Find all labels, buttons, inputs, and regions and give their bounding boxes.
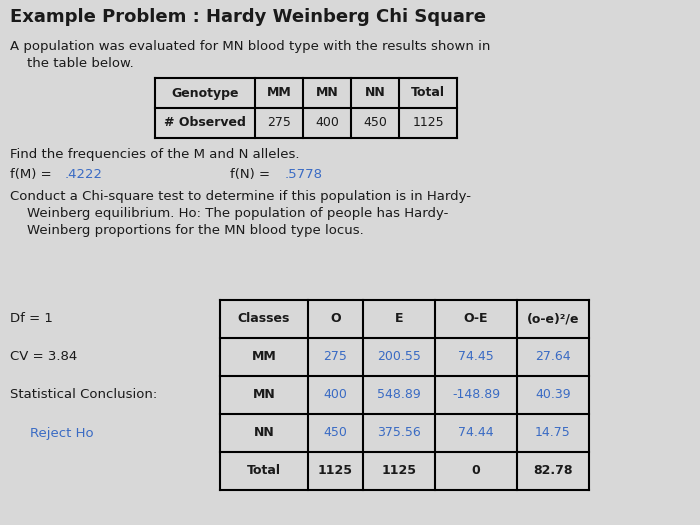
Text: Example Problem : Hardy Weinberg Chi Square: Example Problem : Hardy Weinberg Chi Squ… [10, 8, 486, 26]
Text: 450: 450 [323, 426, 347, 439]
Text: -148.89: -148.89 [452, 388, 500, 402]
Text: Total: Total [411, 87, 445, 100]
Text: Weinberg proportions for the MN blood type locus.: Weinberg proportions for the MN blood ty… [10, 224, 364, 237]
Text: 82.78: 82.78 [533, 465, 573, 478]
Text: 40.39: 40.39 [536, 388, 570, 402]
Text: 548.89: 548.89 [377, 388, 421, 402]
Text: 27.64: 27.64 [536, 351, 570, 363]
Text: O: O [330, 312, 341, 326]
Text: f(N) =: f(N) = [230, 168, 274, 181]
Text: 1125: 1125 [412, 117, 444, 130]
Text: 450: 450 [363, 117, 387, 130]
Text: 74.44: 74.44 [458, 426, 493, 439]
Text: # Observed: # Observed [164, 117, 246, 130]
Text: the table below.: the table below. [10, 57, 134, 70]
Text: 400: 400 [315, 117, 339, 130]
Text: O-E: O-E [463, 312, 489, 326]
Text: A population was evaluated for MN blood type with the results shown in: A population was evaluated for MN blood … [10, 40, 491, 53]
Text: MM: MM [251, 351, 276, 363]
Text: f(M) =: f(M) = [10, 168, 56, 181]
Text: 275: 275 [267, 117, 291, 130]
Text: 400: 400 [323, 388, 347, 402]
Text: Classes: Classes [238, 312, 290, 326]
Text: CV = 3.84: CV = 3.84 [10, 351, 77, 363]
Text: Genotype: Genotype [172, 87, 239, 100]
Text: MN: MN [253, 388, 275, 402]
Text: 200.55: 200.55 [377, 351, 421, 363]
Text: 1125: 1125 [318, 465, 353, 478]
Text: 375.56: 375.56 [377, 426, 421, 439]
Text: (o-e)²/e: (o-e)²/e [526, 312, 580, 326]
Text: 74.45: 74.45 [458, 351, 494, 363]
Text: Df = 1: Df = 1 [10, 312, 53, 326]
Text: E: E [395, 312, 403, 326]
Text: Statistical Conclusion:: Statistical Conclusion: [10, 388, 158, 402]
Text: Reject Ho: Reject Ho [30, 426, 94, 439]
Text: Find the frequencies of the M and N alleles.: Find the frequencies of the M and N alle… [10, 148, 300, 161]
Text: .5778: .5778 [285, 168, 323, 181]
Text: 0: 0 [472, 465, 480, 478]
Text: MM: MM [267, 87, 291, 100]
Text: 275: 275 [323, 351, 347, 363]
Text: 14.75: 14.75 [535, 426, 571, 439]
Text: .4222: .4222 [65, 168, 103, 181]
Text: Conduct a Chi-square test to determine if this population is in Hardy-: Conduct a Chi-square test to determine i… [10, 190, 471, 203]
Text: Total: Total [247, 465, 281, 478]
Text: NN: NN [253, 426, 274, 439]
Text: NN: NN [365, 87, 386, 100]
Text: 1125: 1125 [382, 465, 416, 478]
Text: MN: MN [316, 87, 338, 100]
Text: Weinberg equilibrium. Ho: The population of people has Hardy-: Weinberg equilibrium. Ho: The population… [10, 207, 449, 220]
